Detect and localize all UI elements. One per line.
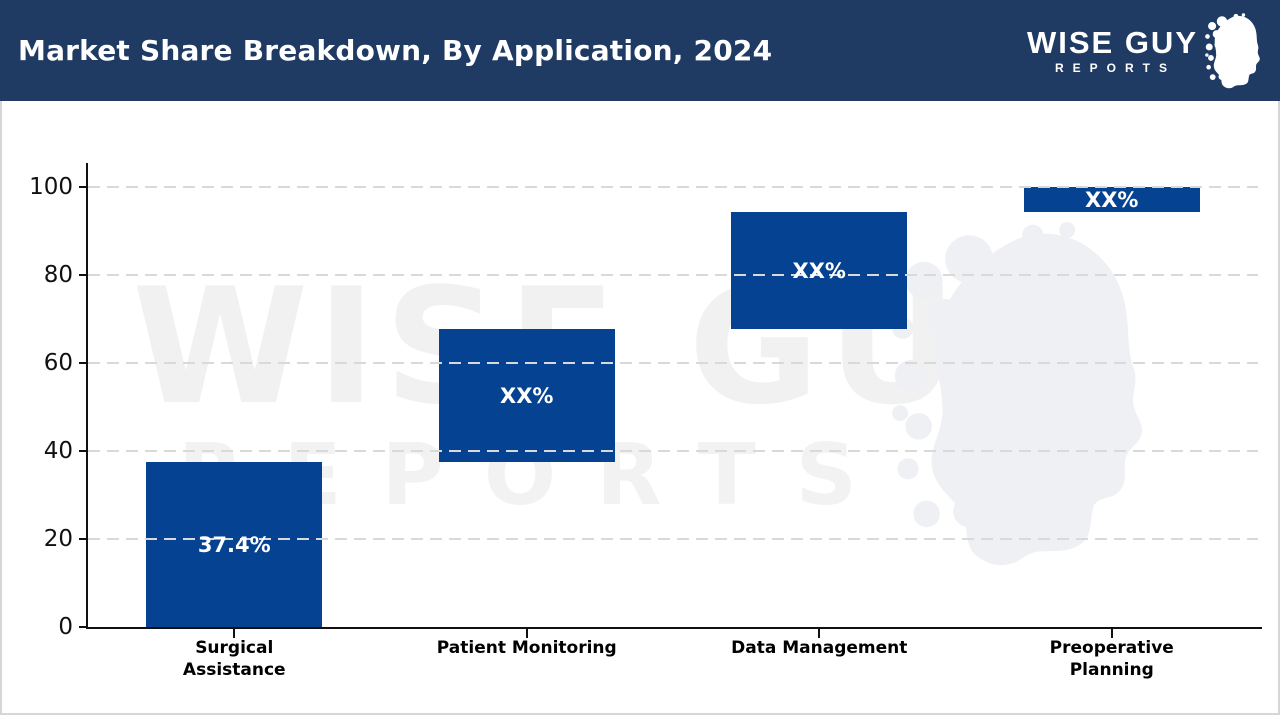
logo-wordmark: WISE GUY xyxy=(1026,24,1198,60)
x-tick-mark-data-management xyxy=(818,629,821,638)
y-tick-mark-80 xyxy=(79,274,88,276)
x-category-label-surgical-assistance: Surgical Assistance xyxy=(182,638,286,680)
gridline-60 xyxy=(88,362,1258,364)
y-axis-line xyxy=(86,163,88,629)
x-tick-mark-preoperative-planning xyxy=(1110,629,1113,638)
bar-value-label-patient-monitoring: XX% xyxy=(500,383,554,408)
x-category-label-preoperative-planning: Preoperative Planning xyxy=(1049,638,1174,680)
y-tick-label-0: 0 xyxy=(58,614,73,640)
y-tick-label-100: 100 xyxy=(29,174,73,200)
gridline-100 xyxy=(88,186,1258,188)
x-axis-line xyxy=(86,627,1262,629)
gridline-80 xyxy=(88,274,1258,276)
y-tick-mark-0 xyxy=(79,626,88,628)
logo-subtitle: REPORTS xyxy=(1054,60,1176,75)
bar-preoperative-planning xyxy=(1023,187,1200,213)
x-category-label-data-management: Data Management xyxy=(731,638,908,658)
bar-value-label-data-management: XX% xyxy=(792,258,846,283)
x-category-label-patient-monitoring: Patient Monitoring xyxy=(436,638,617,658)
y-tick-mark-20 xyxy=(79,538,88,540)
y-tick-label-20: 20 xyxy=(43,526,73,552)
bar-value-label-preoperative-planning: XX% xyxy=(1085,187,1139,212)
page-title: Market Share Breakdown, By Application, … xyxy=(18,34,773,67)
bar-patient-monitoring xyxy=(438,329,615,463)
bar-surgical-assistance xyxy=(146,462,323,627)
logo-face-icon xyxy=(1205,12,1260,88)
x-tick-mark-surgical-assistance xyxy=(233,629,236,638)
gridline-20 xyxy=(88,538,1258,540)
y-tick-mark-40 xyxy=(79,450,88,452)
y-tick-label-40: 40 xyxy=(43,438,73,464)
x-tick-mark-patient-monitoring xyxy=(525,629,528,638)
gridline-40 xyxy=(88,450,1258,452)
y-tick-label-80: 80 xyxy=(43,262,73,288)
y-tick-mark-60 xyxy=(79,362,88,364)
y-tick-label-60: 60 xyxy=(43,350,73,376)
header: Market Share Breakdown, By Application, … xyxy=(0,0,1280,101)
wise-guy-reports-logo: WISE GUY REPORTS xyxy=(1026,12,1262,89)
y-tick-mark-100 xyxy=(79,186,88,188)
bar-data-management xyxy=(731,212,908,330)
bar-value-label-surgical-assistance: 37.4% xyxy=(197,532,271,557)
